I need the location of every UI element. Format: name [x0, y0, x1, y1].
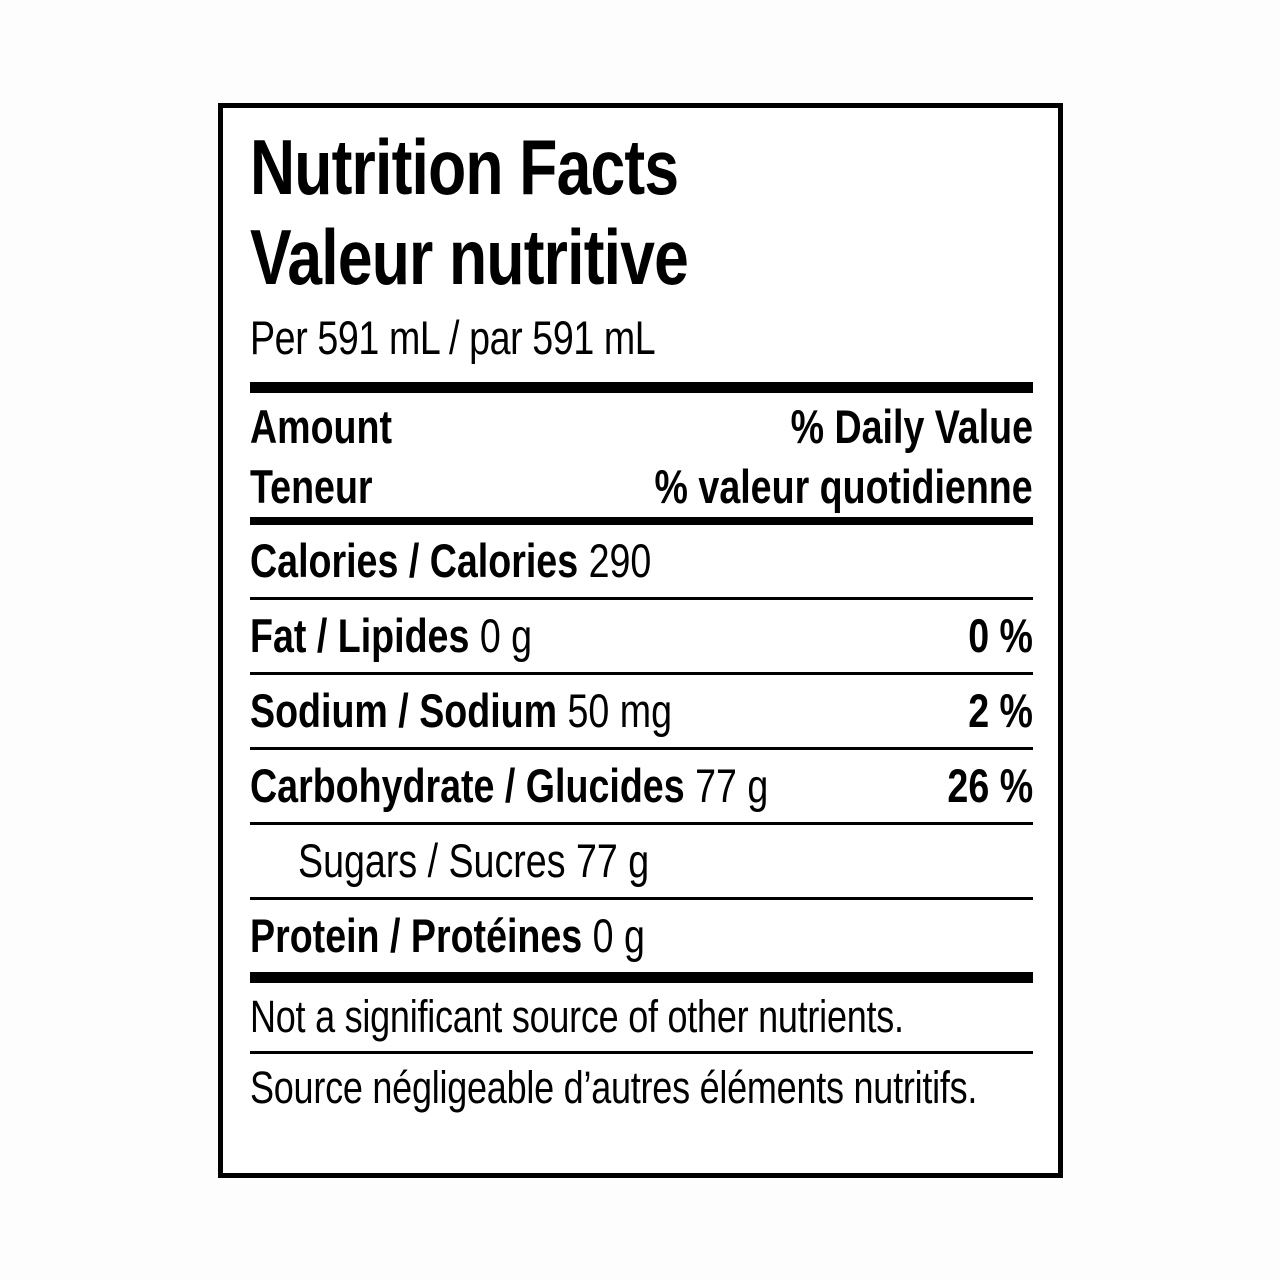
- daily-value-header-french: % valeur quotidienne: [560, 457, 1033, 517]
- calories-row: Calories / Calories 290: [250, 525, 1033, 597]
- rule-above-calories: [250, 517, 1033, 525]
- nutrient-row-sodium: Sodium / Sodium 50 mg 2 %: [250, 675, 1033, 747]
- sodium-label: Sodium / Sodium: [250, 684, 558, 737]
- sugars-label-group: Sugars / Sucres 77 g: [298, 825, 737, 897]
- amount-header-english-text: Amount: [250, 400, 393, 453]
- rule-above-sodium: [250, 672, 1033, 675]
- fat-line: Fat / Lipides 0 g: [250, 600, 532, 672]
- daily-value-header-french-text: % valeur quotidienne: [654, 460, 1033, 513]
- protein-amount-wrap: 0 g: [582, 909, 645, 962]
- sugars-amount: 77 g: [575, 834, 650, 887]
- rule-above-footnotes: [250, 972, 1033, 983]
- sugars-line: Sugars / Sucres 77 g: [298, 825, 649, 897]
- footnote-french: Source négligeable d’autres éléments nut…: [250, 1054, 1033, 1122]
- rule-under-serving: [250, 382, 1033, 393]
- carbohydrate-line: Carbohydrate / Glucides 77 g: [250, 750, 768, 822]
- sodium-line: Sodium / Sodium 50 mg: [250, 675, 672, 747]
- nutrient-row-protein: Protein / Protéines 0 g: [250, 900, 1033, 972]
- rule-above-carbohydrate: [250, 747, 1033, 750]
- fat-label-group: Fat / Lipides 0 g: [250, 600, 603, 672]
- column-header-row-english: Amount % Daily Value: [250, 397, 1033, 457]
- footnote-french-text: Source négligeable d’autres éléments nut…: [250, 1062, 978, 1113]
- sugars-amount-wrap: 77 g: [566, 834, 650, 887]
- fat-daily-value: 0 %: [952, 600, 1033, 672]
- sodium-daily-value: 2 %: [952, 675, 1033, 747]
- amount-header-french: Teneur: [250, 457, 403, 517]
- calories-value-wrap: 290: [578, 534, 652, 587]
- footnote-english: Not a significant source of other nutrie…: [250, 983, 1033, 1051]
- calories-value: 290: [588, 534, 652, 587]
- nutrient-row-carbohydrate: Carbohydrate / Glucides 77 g 26 %: [250, 750, 1033, 822]
- fat-amount: 0 g: [479, 609, 533, 662]
- column-header-row-french: Teneur % valeur quotidienne: [250, 457, 1033, 517]
- carbohydrate-daily-value: 26 %: [926, 750, 1033, 822]
- carbohydrate-label-group: Carbohydrate / Glucides 77 g: [250, 750, 898, 822]
- page-title-french: Valeur nutritive: [250, 215, 1033, 299]
- sodium-amount-wrap: 50 mg: [557, 684, 673, 737]
- carbohydrate-daily-value-text: 26 %: [947, 759, 1033, 812]
- calories-line: Calories / Calories 290: [250, 525, 651, 597]
- footnote-english-text: Not a significant source of other nutrie…: [250, 991, 904, 1042]
- fat-label: Fat / Lipides: [250, 609, 470, 662]
- nutrition-facts-content: Nutrition Facts Valeur nutritive Per 591…: [250, 125, 1033, 1122]
- carbohydrate-label: Carbohydrate / Glucides: [250, 759, 685, 812]
- nutrient-row-sugars: Sugars / Sucres 77 g: [250, 825, 1033, 897]
- sodium-amount: 50 mg: [567, 684, 673, 737]
- sodium-daily-value-text: 2 %: [968, 684, 1033, 737]
- title-english-text: Nutrition Facts: [250, 123, 679, 211]
- protein-label-group: Protein / Protéines 0 g: [250, 900, 744, 972]
- carbohydrate-amount-wrap: 77 g: [685, 759, 769, 812]
- protein-amount: 0 g: [592, 909, 645, 962]
- fat-daily-value-text: 0 %: [968, 609, 1033, 662]
- rule-between-footnotes: [250, 1051, 1033, 1054]
- title-french-text: Valeur nutritive: [250, 213, 689, 301]
- carbohydrate-amount: 77 g: [695, 759, 769, 812]
- calories-label-group: Calories / Calories 290: [250, 525, 752, 597]
- protein-label: Protein / Protéines: [250, 909, 583, 962]
- daily-value-header-english: % Daily Value: [730, 397, 1033, 457]
- serving-size-text: Per 591 mL / par 591 mL: [250, 311, 656, 364]
- nutrition-facts-panel: Nutrition Facts Valeur nutritive Per 591…: [218, 103, 1063, 1178]
- sodium-label-group: Sodium / Sodium 50 mg: [250, 675, 778, 747]
- daily-value-header-english-text: % Daily Value: [790, 400, 1033, 453]
- amount-header-english: Amount: [250, 397, 428, 457]
- rule-above-protein: [250, 897, 1033, 900]
- page-title-english: Nutrition Facts: [250, 125, 1033, 209]
- amount-header-french-text: Teneur: [250, 460, 373, 513]
- nutrient-row-fat: Fat / Lipides 0 g 0 %: [250, 600, 1033, 672]
- sugars-label: Sugars / Sucres: [298, 834, 566, 887]
- protein-line: Protein / Protéines 0 g: [250, 900, 645, 972]
- rule-above-fat: [250, 597, 1033, 600]
- rule-above-sugars: [250, 822, 1033, 825]
- fat-amount-wrap: 0 g: [469, 609, 532, 662]
- calories-label: Calories / Calories: [250, 534, 579, 587]
- serving-size: Per 591 mL / par 591 mL: [250, 311, 1033, 365]
